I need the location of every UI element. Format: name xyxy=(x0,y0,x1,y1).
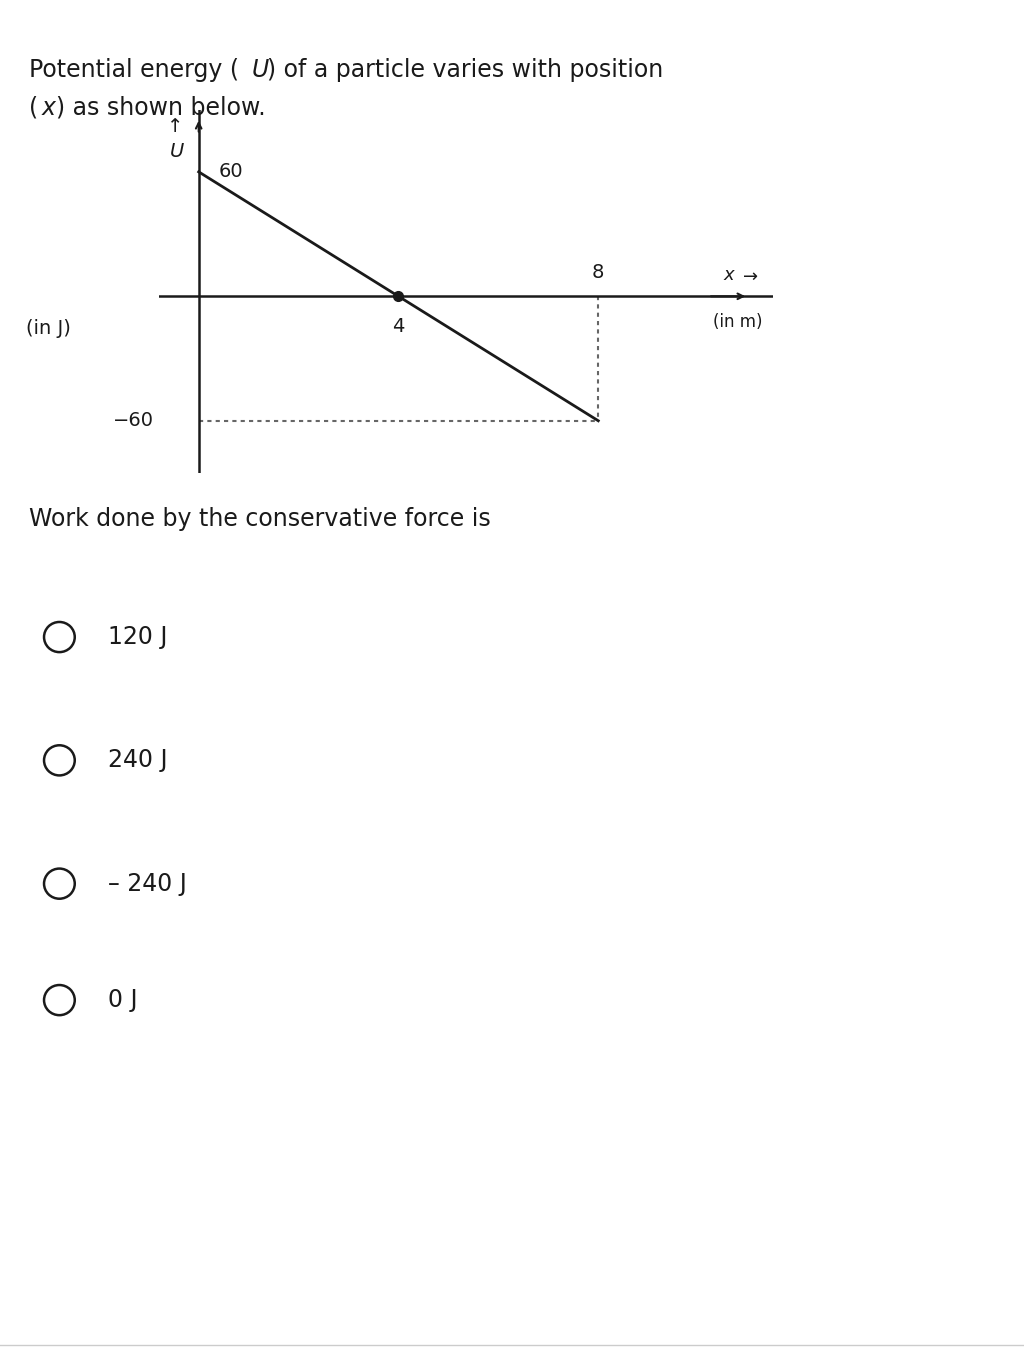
Text: Work done by the conservative force is: Work done by the conservative force is xyxy=(29,507,490,532)
Text: ↑: ↑ xyxy=(167,116,183,136)
Text: (in J): (in J) xyxy=(26,319,71,338)
Text: 240 J: 240 J xyxy=(108,748,167,773)
Text: −60: −60 xyxy=(113,411,154,430)
Text: (in m): (in m) xyxy=(713,312,763,332)
Text: (: ( xyxy=(29,96,38,121)
Text: 60: 60 xyxy=(219,162,244,181)
Text: Potential energy (: Potential energy ( xyxy=(29,58,239,82)
Text: U: U xyxy=(169,141,183,160)
Text: ) of a particle varies with position: ) of a particle varies with position xyxy=(267,58,664,82)
Text: 120 J: 120 J xyxy=(108,625,167,649)
Text: x: x xyxy=(42,96,56,121)
Text: →: → xyxy=(743,269,759,286)
Text: – 240 J: – 240 J xyxy=(108,871,186,896)
Text: U: U xyxy=(252,58,269,82)
Text: 4: 4 xyxy=(392,316,404,336)
Text: 8: 8 xyxy=(592,263,604,282)
Text: x: x xyxy=(723,266,734,284)
Text: 0 J: 0 J xyxy=(108,988,137,1012)
Text: ) as shown below.: ) as shown below. xyxy=(56,96,266,121)
